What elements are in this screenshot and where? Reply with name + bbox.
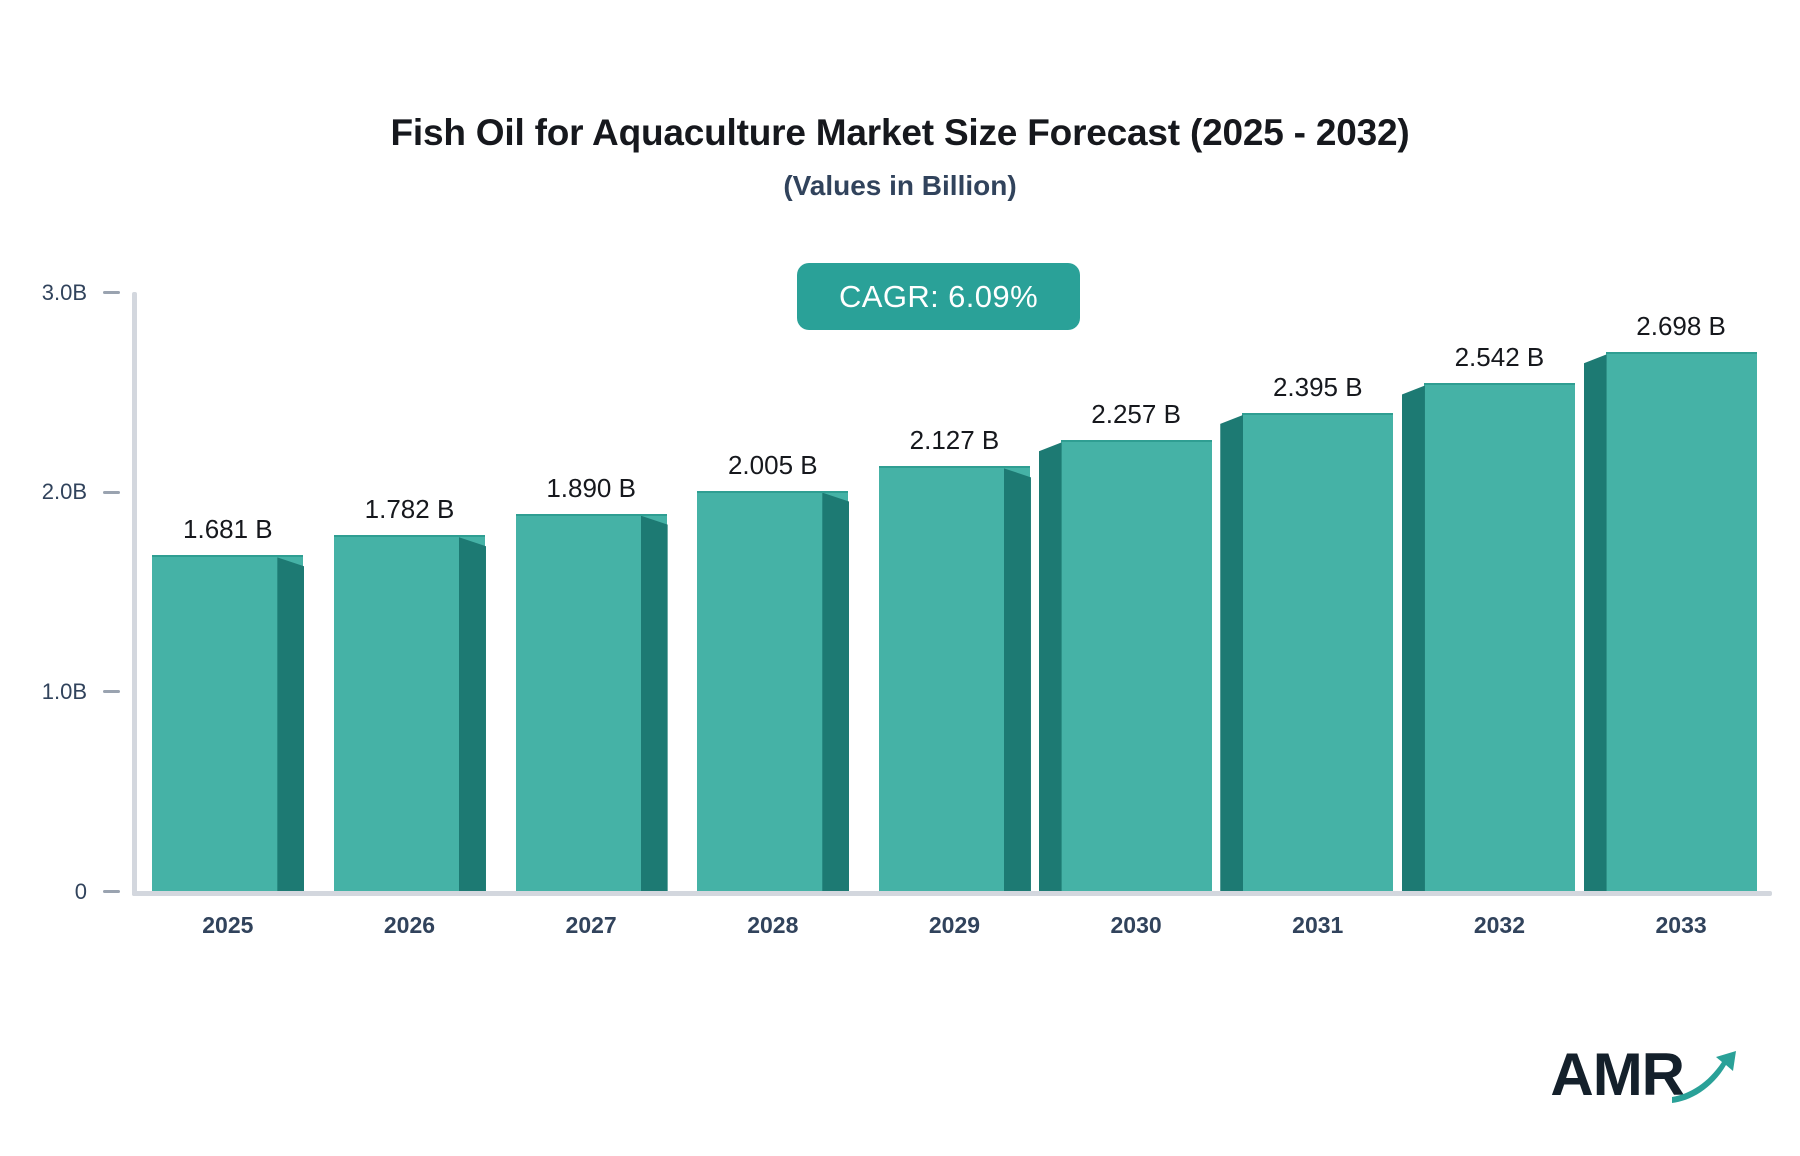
y-axis-tick: 1.0B: [0, 680, 132, 702]
bar-slot: 2.542 B: [1401, 292, 1590, 891]
bar-face: 2.005 B: [697, 450, 850, 891]
cagr-badge-label: CAGR: 6.09%: [838, 278, 1039, 314]
y-axis-tick-mark: [103, 690, 120, 694]
bar-value-label: 1.890 B: [546, 472, 636, 503]
y-axis-tick: 3.0B: [0, 281, 132, 303]
bar-slot: 2.127 B: [864, 292, 1045, 891]
bar-face: 2.395 B: [1220, 372, 1394, 891]
x-axis-labels: 2025 2026 2027 2028 2029 2030 2031 2032 2033: [137, 912, 1772, 939]
bar-side-shadow: [640, 515, 668, 891]
y-axis-tick-label: 1.0B: [41, 678, 87, 704]
x-axis-label-2031: 2031: [1292, 912, 1344, 938]
bar-2029[interactable]: 2.127 B: [878, 425, 1031, 891]
bar-series: 1.681 B 1.782 B 1.890 B 2.005 B 2.127 B 2.257…: [137, 292, 1772, 891]
bar-face: 2.542 B: [1401, 342, 1575, 891]
y-axis-tick: 2.0B: [0, 481, 132, 503]
page-title: Fish Oil for Aquaculture Market Size For…: [390, 112, 1410, 153]
y-axis-tick-label: 3.0B: [41, 279, 87, 305]
y-axis-tick-mark: [103, 890, 120, 893]
bar-value-label: 2.542 B: [1454, 342, 1545, 373]
amr-logo-text: AMR: [1550, 1041, 1685, 1108]
bar-2026[interactable]: 1.782 B: [333, 494, 486, 891]
y-axis-line: [132, 292, 137, 896]
x-axis-label-2033: 2033: [1655, 912, 1707, 938]
bar-side-shadow: [458, 537, 486, 891]
trending-up-arrow-icon: [1670, 1049, 1748, 1112]
bar-2031[interactable]: 2.395 B: [1220, 372, 1394, 891]
x-axis-label-2027: 2027: [565, 912, 617, 938]
x-axis-label-2025: 2025: [202, 912, 254, 938]
x-axis-label-2032: 2032: [1473, 912, 1525, 938]
bar-side-shadow: [1003, 468, 1031, 891]
plot-area: 3.0B 2.0B 1.0B 0 1.681 B 1.782 B 1.890 B 2.005…: [42, 281, 1772, 902]
bar-slot: 2.257 B: [1038, 292, 1227, 891]
bar-value-label: 2.698 B: [1636, 311, 1726, 342]
bar-slot: 1.681 B: [137, 292, 318, 891]
y-axis-tick: 0: [0, 880, 132, 902]
bar-slot: 2.395 B: [1220, 292, 1408, 891]
bar-slot: 1.782 B: [319, 292, 500, 891]
x-axis-label-2028: 2028: [747, 912, 799, 938]
x-axis-label-2029: 2029: [928, 912, 981, 938]
x-axis-label-2026: 2026: [383, 912, 436, 938]
y-axis-tick-mark: [103, 291, 120, 294]
y-axis-tick-label: 0: [74, 878, 87, 904]
y-axis-tick-label: 2.0B: [41, 479, 87, 505]
bar-value-label: 1.681 B: [183, 514, 273, 545]
bar-face: 2.257 B: [1038, 399, 1212, 891]
bar-value-label: 2.005 B: [727, 449, 818, 480]
bar-2027[interactable]: 1.890 B: [515, 473, 668, 891]
bar-value-label: 1.782 B: [364, 494, 455, 525]
bar-face: 2.127 B: [878, 425, 1031, 891]
bar-2028[interactable]: 2.005 B: [697, 450, 850, 891]
bar-face: 1.681 B: [152, 514, 305, 891]
bar-2032[interactable]: 2.542 B: [1401, 342, 1575, 891]
bar-face: 2.698 B: [1583, 311, 1757, 891]
bar-side-shadow: [277, 557, 305, 891]
amr-logo: AMR: [1550, 1040, 1748, 1110]
chart-subtitle: (Values in Billion): [783, 170, 1017, 201]
y-axis-tick-mark: [103, 490, 120, 494]
bar-slot: 1.890 B: [501, 292, 682, 891]
bar-side-shadow: [1401, 385, 1425, 891]
bar-slot: 2.698 B: [1583, 292, 1772, 891]
bar-value-label: 2.395 B: [1272, 371, 1363, 402]
x-axis-label-2030: 2030: [1110, 912, 1162, 938]
bar-face: 1.782 B: [333, 494, 486, 891]
bar-side-shadow: [1220, 414, 1244, 891]
bar-side-shadow: [1583, 354, 1607, 891]
bar-value-label: 2.257 B: [1091, 399, 1181, 430]
bar-2025[interactable]: 1.681 B: [152, 514, 305, 891]
bar-side-shadow: [822, 492, 850, 891]
cagr-badge: CAGR: 6.09%: [797, 263, 1080, 330]
x-axis-line: [132, 891, 1772, 896]
bar-2030[interactable]: 2.257 B: [1038, 399, 1212, 891]
bar-slot: 2.005 B: [682, 292, 863, 891]
bar-face: 1.890 B: [515, 473, 668, 891]
bar-side-shadow: [1038, 442, 1062, 891]
bar-value-label: 2.127 B: [909, 425, 1000, 456]
bar-2033[interactable]: 2.698 B: [1583, 311, 1757, 891]
